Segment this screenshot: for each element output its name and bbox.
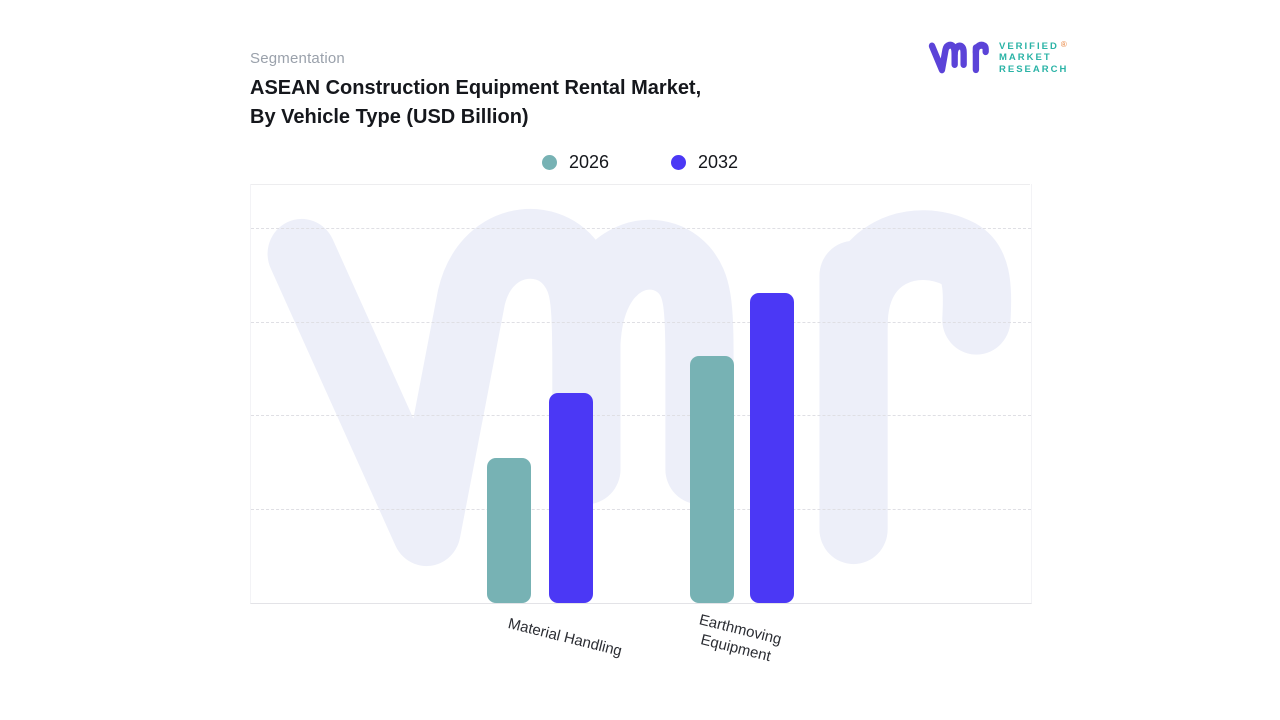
x-axis-label-material-handling: Material Handling bbox=[506, 615, 624, 660]
legend-dot-2032-icon bbox=[671, 154, 686, 170]
brand-line-3: RESEARCH bbox=[999, 63, 1069, 75]
legend-item-2026[interactable]: 2026 bbox=[541, 151, 609, 173]
bar-2026-earthmoving-equipment bbox=[690, 356, 734, 603]
gridline bbox=[251, 228, 1031, 229]
page-title: ASEAN Construction Equipment Rental Mark… bbox=[250, 77, 702, 128]
brand-line-2: MARKET bbox=[999, 52, 1052, 64]
legend-label-2026: 2026 bbox=[568, 151, 609, 172]
gridline bbox=[251, 415, 1031, 416]
brand-wordmark: VERIFIED ® MARKET RESEARCH bbox=[999, 39, 1069, 76]
vmr-logo[interactable]: VERIFIED ® MARKET RESEARCH bbox=[928, 40, 1068, 76]
vmr-logo-icon bbox=[928, 41, 989, 74]
legend-item-2032[interactable]: 2032 bbox=[671, 152, 738, 173]
chart-legend: 2026 2032 bbox=[250, 148, 1030, 176]
legend-dot-2026-icon bbox=[541, 154, 557, 170]
registered-trademark-icon: ® bbox=[1060, 39, 1067, 49]
plot-area bbox=[250, 184, 1032, 604]
legend-divider bbox=[250, 184, 1030, 185]
legend-label-2032: 2032 bbox=[698, 151, 739, 172]
vmr-watermark-icon bbox=[267, 209, 1012, 567]
gridline bbox=[251, 322, 1031, 323]
bar-2032-earthmoving-equipment bbox=[750, 293, 794, 603]
gridline bbox=[251, 509, 1031, 510]
bar-2032-material-handling bbox=[549, 393, 593, 603]
bar-2026-material-handling bbox=[487, 458, 531, 603]
brand-line-1: VERIFIED bbox=[999, 40, 1059, 52]
bars-layer bbox=[251, 184, 1031, 603]
eyebrow-segmentation: Segmentation bbox=[250, 50, 345, 67]
x-axis-label-earthmoving-equipment: Earthmoving Equipment bbox=[697, 611, 784, 666]
